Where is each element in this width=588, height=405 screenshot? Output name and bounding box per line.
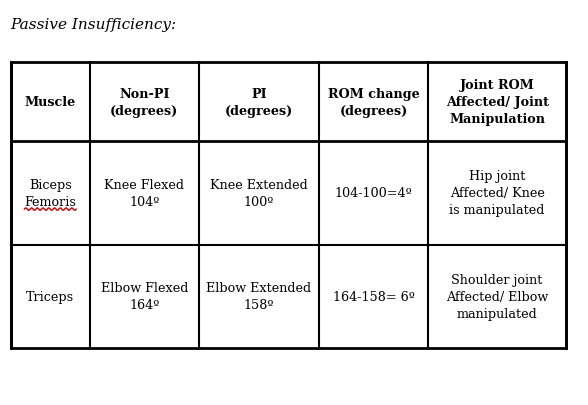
Bar xyxy=(11,63,566,348)
Text: Triceps: Triceps xyxy=(26,290,74,303)
Text: PI
(degrees): PI (degrees) xyxy=(225,87,293,117)
Text: Knee Extended
100º: Knee Extended 100º xyxy=(210,179,308,208)
Text: Muscle: Muscle xyxy=(25,96,76,109)
Text: Knee Flexed
104º: Knee Flexed 104º xyxy=(104,179,185,208)
Text: Biceps
Femoris: Biceps Femoris xyxy=(24,179,76,208)
Text: Passive Insufficiency:: Passive Insufficiency: xyxy=(11,18,177,32)
Text: Shoulder joint
Affected/ Elbow
manipulated: Shoulder joint Affected/ Elbow manipulat… xyxy=(446,273,548,320)
Text: ROM change
(degrees): ROM change (degrees) xyxy=(328,87,420,117)
Text: Joint ROM
Affected/ Joint
Manipulation: Joint ROM Affected/ Joint Manipulation xyxy=(446,79,549,126)
Text: Non-PI
(degrees): Non-PI (degrees) xyxy=(110,87,179,117)
Text: 164-158= 6º: 164-158= 6º xyxy=(333,290,415,303)
Text: Hip joint
Affected/ Knee
is manipulated: Hip joint Affected/ Knee is manipulated xyxy=(449,170,545,217)
Text: Elbow Extended
158º: Elbow Extended 158º xyxy=(206,282,312,311)
Text: Elbow Flexed
164º: Elbow Flexed 164º xyxy=(101,282,188,311)
Text: 104-100=4º: 104-100=4º xyxy=(335,187,413,200)
